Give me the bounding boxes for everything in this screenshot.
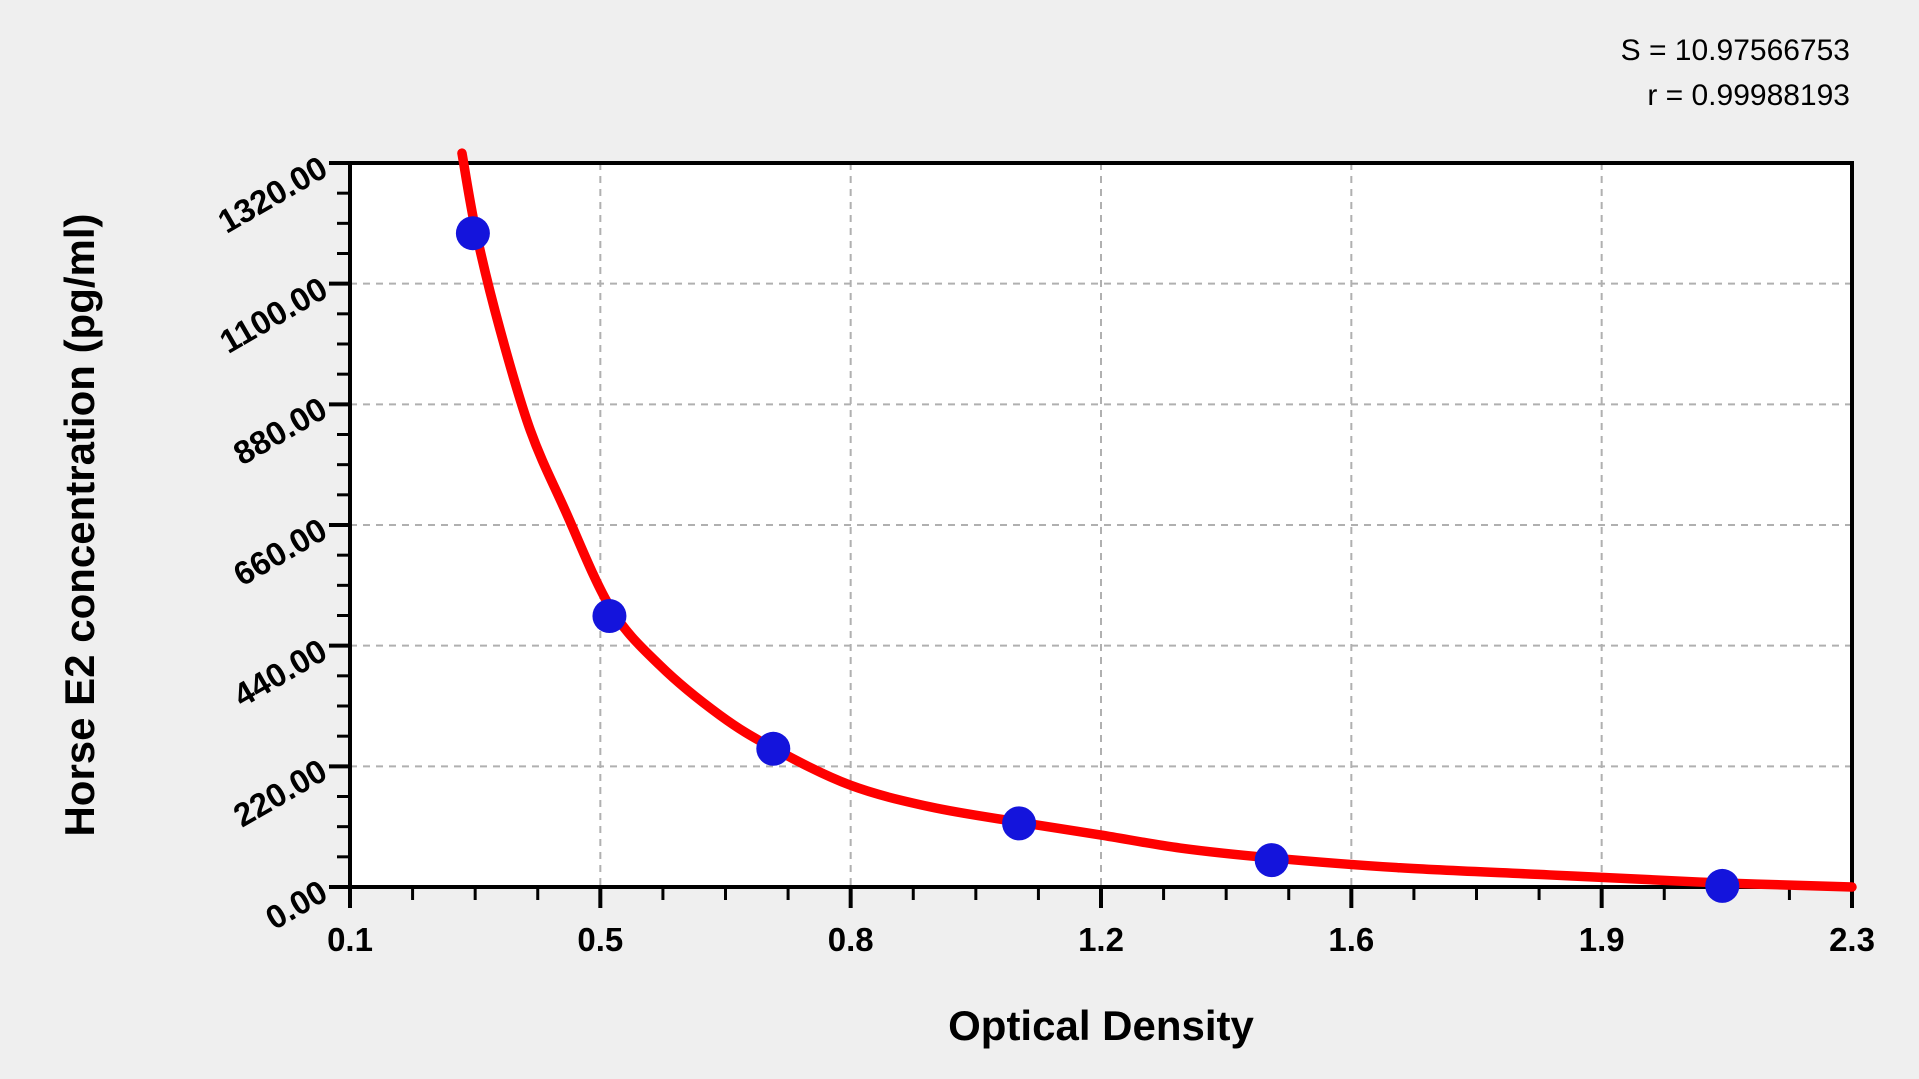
r-value: r = 0.99988193: [1647, 79, 1850, 112]
s-value: S = 10.97566753: [1620, 34, 1850, 67]
data-point: [592, 599, 627, 634]
data-point: [1254, 843, 1289, 878]
y-axis-title: Horse E2 concentration (pg/ml): [56, 213, 103, 837]
x-tick-label: 0.1: [327, 921, 373, 958]
x-tick-label: 1.6: [1328, 921, 1375, 958]
x-tick-label: 0.8: [827, 921, 874, 958]
standard-curve-line: [457, 148, 1857, 892]
data-point: [756, 731, 791, 766]
x-axis-title: Optical Density: [948, 1002, 1254, 1049]
data-point: [1705, 868, 1740, 903]
fit-stats-block: S = 10.97566753 r = 0.99988193: [1621, 28, 1850, 118]
x-tick-label: 1.9: [1578, 921, 1625, 958]
x-tick-label: 1.2: [1078, 921, 1124, 958]
data-point: [455, 216, 490, 251]
x-tick-label: 2.3: [1829, 921, 1875, 958]
data-point: [1002, 806, 1037, 841]
x-tick-label: 0.5: [577, 921, 624, 958]
